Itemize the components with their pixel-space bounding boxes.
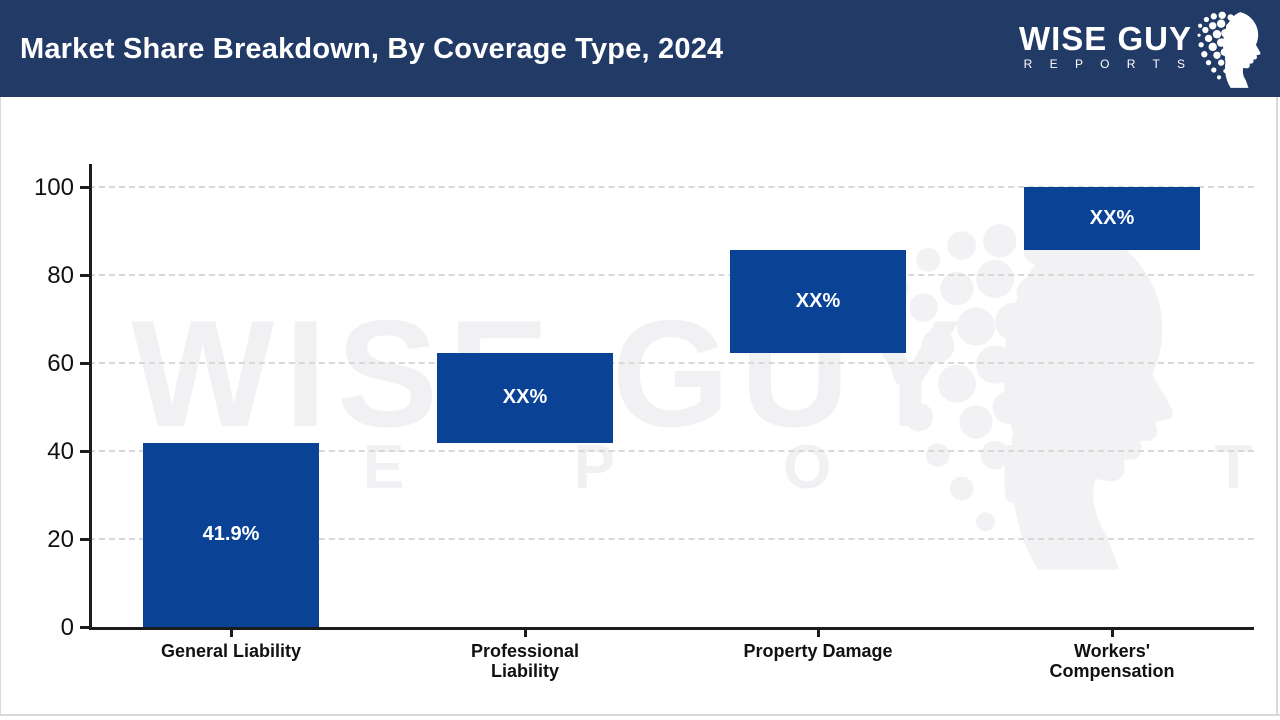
- bar-value-label: XX%: [502, 386, 548, 409]
- x-axis-line: [89, 627, 1254, 630]
- gridline: [89, 274, 1254, 276]
- footer-divider: [0, 714, 1280, 716]
- bar-value-label: XX%: [1089, 206, 1135, 229]
- x-tick-mark: [524, 629, 527, 637]
- y-tick-mark: [80, 186, 89, 189]
- x-category-label: Property Damage: [743, 641, 893, 661]
- y-tick-label: 0: [60, 614, 74, 641]
- header-bar: Market Share Breakdown, By Coverage Type…: [0, 0, 1280, 97]
- bar-segment: XX%: [437, 352, 613, 443]
- bar-segment: 41.9%: [143, 442, 319, 627]
- x-tick-mark: [817, 629, 820, 637]
- y-tick-mark: [80, 626, 89, 629]
- y-axis-line: [89, 164, 92, 629]
- x-category-label: Workers' Compensation: [1049, 641, 1175, 681]
- gridline: [89, 186, 1254, 188]
- brand-logo-text: WISE GUY R E P O R T S: [1019, 22, 1192, 72]
- y-tick-mark: [80, 362, 89, 365]
- x-category-label: Professional Liability: [470, 641, 580, 681]
- y-tick-mark: [80, 274, 89, 277]
- bar-segment: XX%: [1024, 187, 1200, 250]
- bar-value-label: 41.9%: [202, 523, 260, 546]
- gridline: [89, 362, 1254, 364]
- y-tick-label: 60: [47, 350, 74, 377]
- page-title: Market Share Breakdown, By Coverage Type…: [20, 33, 724, 65]
- bar-value-label: XX%: [795, 289, 841, 312]
- y-tick-label: 100: [33, 174, 74, 201]
- gridline: [89, 450, 1254, 452]
- y-tick-mark: [80, 450, 89, 453]
- x-tick-mark: [1111, 629, 1114, 637]
- y-tick-label: 20: [47, 526, 74, 553]
- y-tick-label: 80: [47, 262, 74, 289]
- gridline: [89, 538, 1254, 540]
- bar-segment: XX%: [730, 249, 906, 353]
- y-tick-label: 40: [47, 438, 74, 465]
- brand-subtitle: R E P O R T S: [1023, 57, 1192, 71]
- x-tick-mark: [230, 629, 233, 637]
- chart-canvas: WISE GUY R E P O R T S 02040608010041.9%…: [0, 97, 1280, 714]
- brand-logo: WISE GUY R E P O R T S: [1019, 8, 1270, 90]
- x-category-label: General Liability: [160, 641, 302, 661]
- brand-name: WISE GUY: [1018, 20, 1192, 57]
- y-tick-mark: [80, 538, 89, 541]
